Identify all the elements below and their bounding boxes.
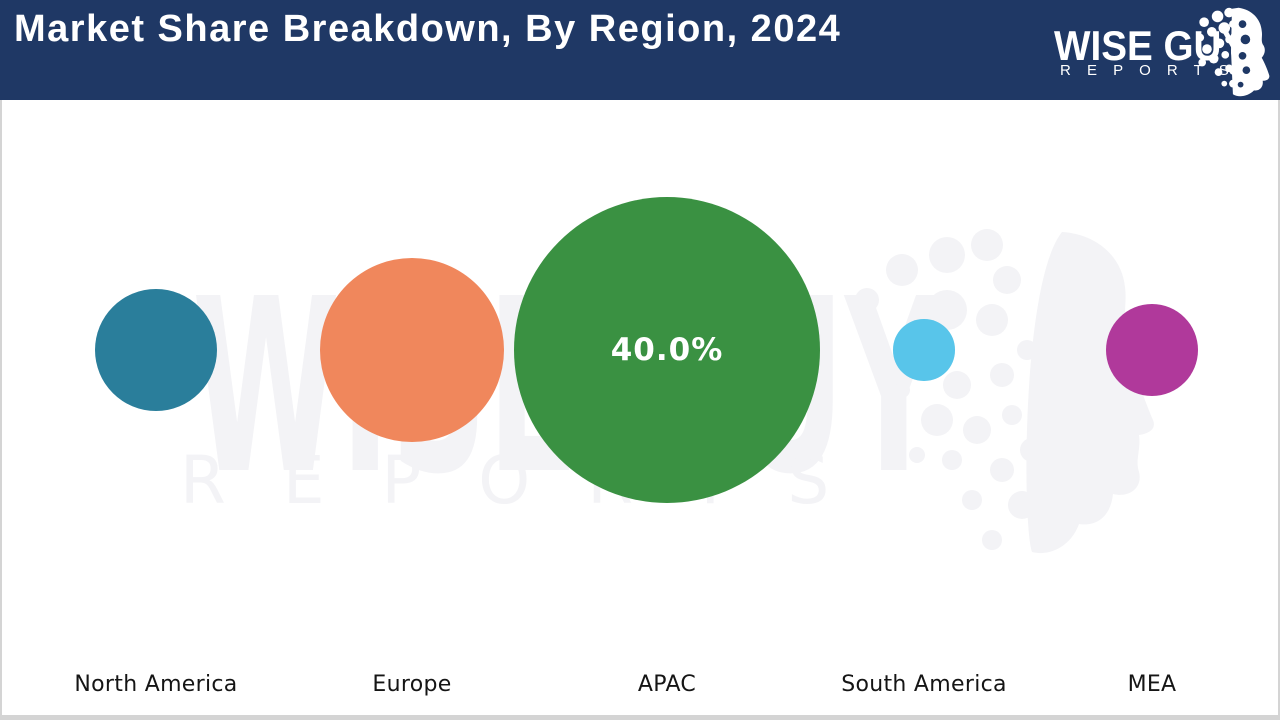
bubble-europe: [320, 258, 504, 442]
category-label-north-america: North America: [74, 672, 238, 697]
watermark-face-icon: [855, 229, 1154, 554]
bubble-apac: 40.0%: [513, 196, 821, 504]
header-bar: Market Share Breakdown, By Region, 2024 …: [0, 0, 1280, 100]
page-title: Market Share Breakdown, By Region, 2024: [14, 8, 842, 50]
bubble-south-america: [893, 319, 955, 381]
category-label-mea: MEA: [1127, 672, 1177, 697]
bubble-mea: [1106, 304, 1198, 396]
category-label-europe: Europe: [372, 672, 452, 697]
wiseguy-logo: WISE GUY R E P O R T S: [1022, 0, 1272, 100]
category-label-apac: APAC: [637, 672, 697, 697]
category-label-south-america: South America: [841, 672, 1007, 697]
logo-subtext: R E P O R T S: [1060, 62, 1235, 79]
bubble-value-label-apac: 40.0%: [610, 331, 724, 368]
bubble-chart: WISE GUY R E P O R T S North AmericaEuro…: [2, 100, 1278, 715]
wiseguy-face-icon: [1196, 7, 1270, 97]
bubble-north-america: [94, 288, 218, 412]
